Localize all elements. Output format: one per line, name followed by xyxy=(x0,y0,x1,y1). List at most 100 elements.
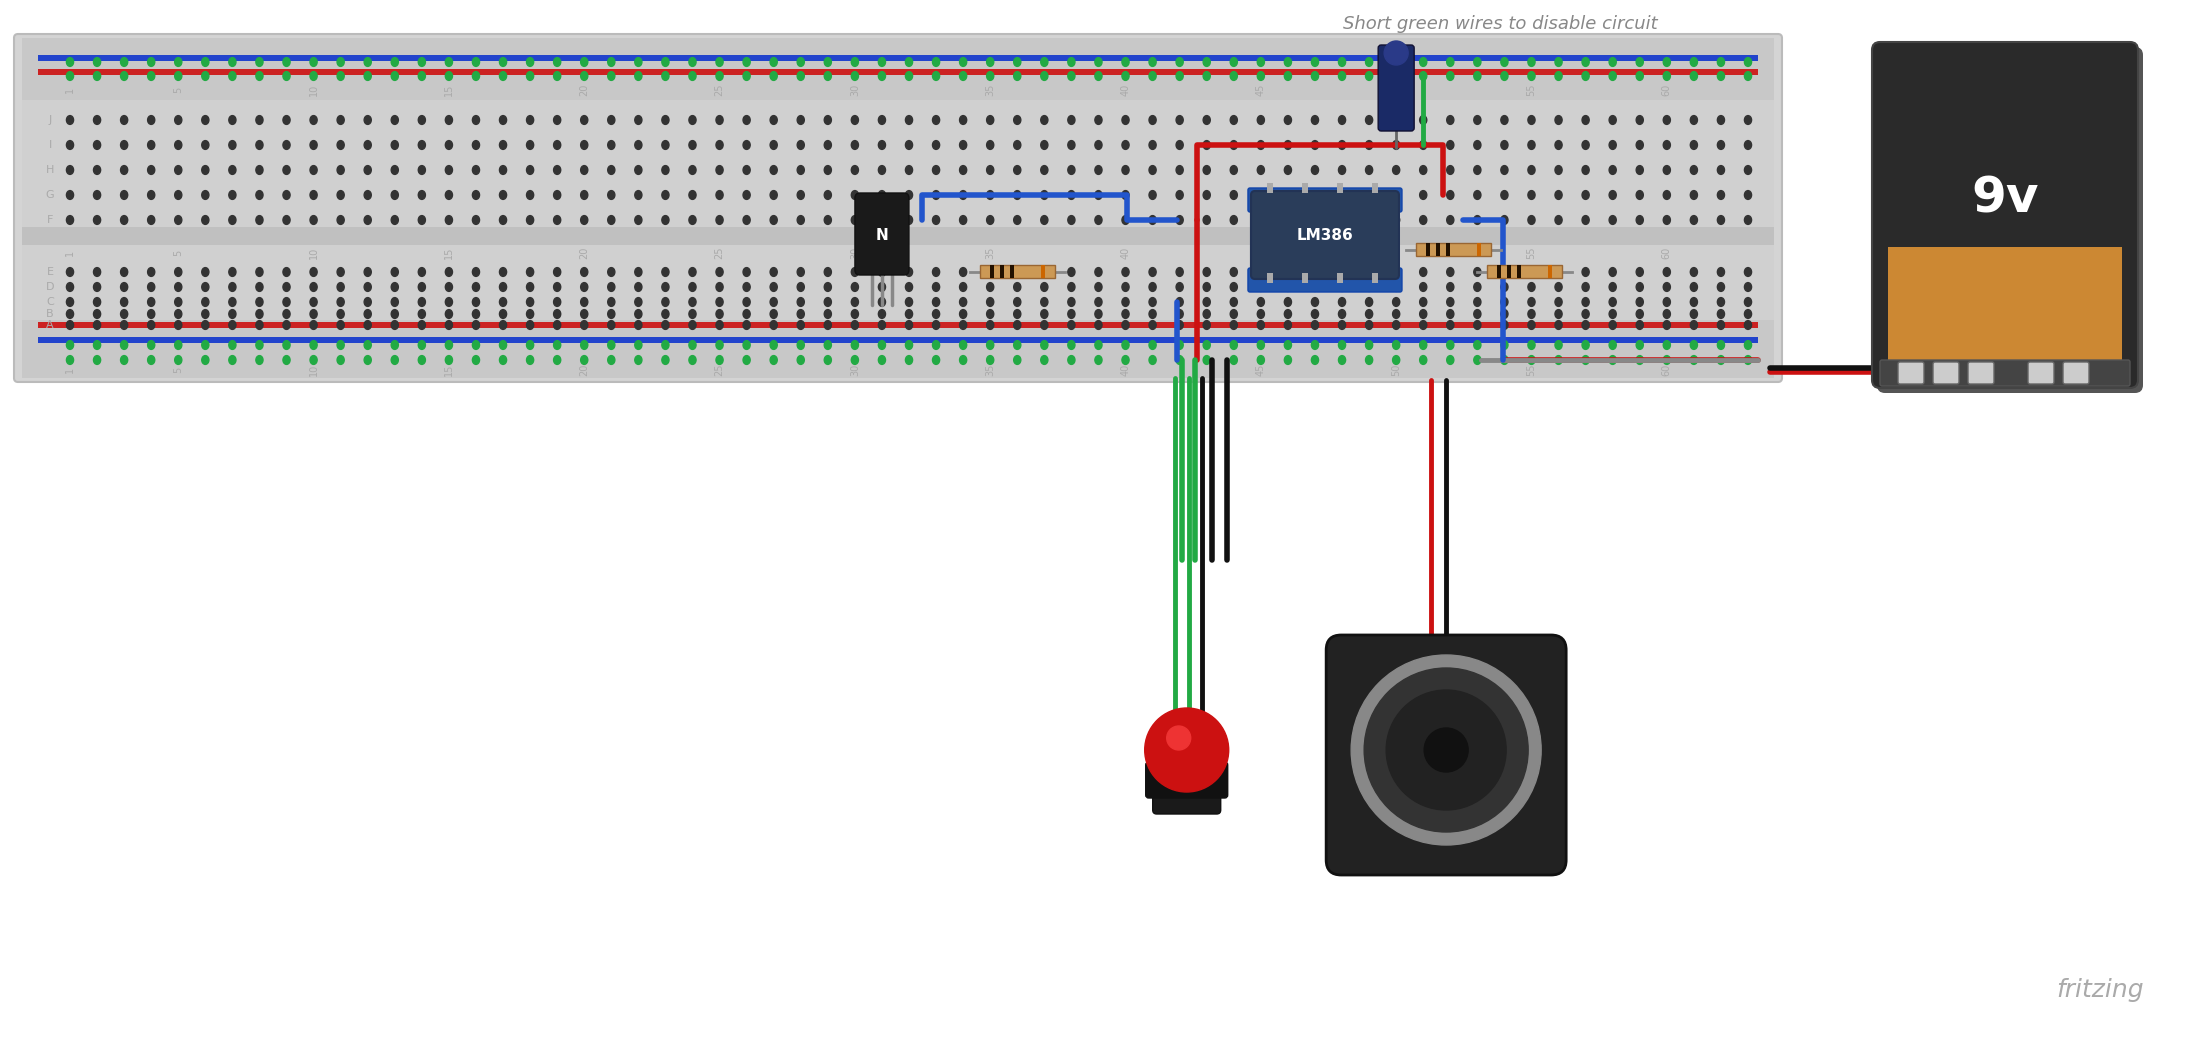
Ellipse shape xyxy=(1229,309,1238,319)
Ellipse shape xyxy=(743,72,750,80)
Ellipse shape xyxy=(636,309,642,319)
Ellipse shape xyxy=(255,282,264,291)
Ellipse shape xyxy=(1176,340,1183,350)
Ellipse shape xyxy=(1473,57,1480,67)
Text: 5: 5 xyxy=(174,86,183,93)
Ellipse shape xyxy=(770,191,776,200)
FancyBboxPatch shape xyxy=(1146,762,1227,798)
Ellipse shape xyxy=(636,321,642,329)
Ellipse shape xyxy=(877,57,886,67)
Ellipse shape xyxy=(554,141,561,150)
Ellipse shape xyxy=(1339,309,1346,319)
Ellipse shape xyxy=(255,268,264,277)
Ellipse shape xyxy=(906,340,913,350)
Ellipse shape xyxy=(1717,215,1724,225)
Ellipse shape xyxy=(1069,72,1075,80)
Text: 30: 30 xyxy=(849,84,860,96)
Ellipse shape xyxy=(825,72,831,80)
Ellipse shape xyxy=(66,57,73,67)
Ellipse shape xyxy=(1447,356,1454,364)
Ellipse shape xyxy=(365,321,372,329)
Ellipse shape xyxy=(1284,321,1291,329)
Circle shape xyxy=(1425,728,1469,772)
Ellipse shape xyxy=(121,309,128,319)
Ellipse shape xyxy=(851,340,858,350)
Ellipse shape xyxy=(932,166,939,175)
Ellipse shape xyxy=(365,340,372,350)
Ellipse shape xyxy=(959,166,968,175)
Ellipse shape xyxy=(1691,72,1698,80)
Ellipse shape xyxy=(717,356,723,364)
Ellipse shape xyxy=(1311,141,1319,150)
Ellipse shape xyxy=(1095,356,1102,364)
Ellipse shape xyxy=(1447,268,1454,277)
Ellipse shape xyxy=(987,356,994,364)
Ellipse shape xyxy=(365,116,372,125)
Ellipse shape xyxy=(1366,141,1372,150)
Ellipse shape xyxy=(1555,57,1561,67)
Ellipse shape xyxy=(1203,215,1209,225)
Ellipse shape xyxy=(1744,268,1753,277)
Ellipse shape xyxy=(174,57,183,67)
Text: 10: 10 xyxy=(308,364,319,376)
Bar xyxy=(1337,273,1344,283)
Ellipse shape xyxy=(1229,191,1238,200)
Ellipse shape xyxy=(877,215,886,225)
Ellipse shape xyxy=(906,141,913,150)
Ellipse shape xyxy=(1392,72,1401,80)
Ellipse shape xyxy=(255,356,264,364)
Bar xyxy=(1302,183,1308,193)
Ellipse shape xyxy=(174,268,183,277)
Ellipse shape xyxy=(526,356,534,364)
Ellipse shape xyxy=(446,72,453,80)
FancyBboxPatch shape xyxy=(1326,635,1566,875)
Ellipse shape xyxy=(1040,298,1049,306)
Ellipse shape xyxy=(1258,191,1264,200)
Ellipse shape xyxy=(1717,116,1724,125)
Ellipse shape xyxy=(1662,298,1671,306)
Ellipse shape xyxy=(636,72,642,80)
Ellipse shape xyxy=(743,321,750,329)
Ellipse shape xyxy=(418,191,424,200)
Ellipse shape xyxy=(1691,141,1698,150)
Ellipse shape xyxy=(906,191,913,200)
Ellipse shape xyxy=(987,191,994,200)
Ellipse shape xyxy=(147,191,154,200)
Text: LM386: LM386 xyxy=(1297,228,1352,243)
Ellipse shape xyxy=(1581,282,1590,291)
Ellipse shape xyxy=(473,57,479,67)
Ellipse shape xyxy=(932,282,939,291)
Ellipse shape xyxy=(121,72,128,80)
Ellipse shape xyxy=(121,166,128,175)
Ellipse shape xyxy=(1717,340,1724,350)
Ellipse shape xyxy=(418,72,424,80)
Ellipse shape xyxy=(1258,116,1264,125)
Ellipse shape xyxy=(607,166,616,175)
Ellipse shape xyxy=(770,166,776,175)
Ellipse shape xyxy=(798,298,805,306)
Ellipse shape xyxy=(1662,141,1671,150)
Ellipse shape xyxy=(743,116,750,125)
Ellipse shape xyxy=(987,166,994,175)
Ellipse shape xyxy=(1392,141,1401,150)
Ellipse shape xyxy=(770,215,776,225)
Ellipse shape xyxy=(1203,340,1209,350)
Ellipse shape xyxy=(95,282,101,291)
Text: 35: 35 xyxy=(985,247,996,259)
Ellipse shape xyxy=(284,72,290,80)
Ellipse shape xyxy=(336,191,345,200)
Ellipse shape xyxy=(499,309,506,319)
Ellipse shape xyxy=(1014,166,1020,175)
Text: 30: 30 xyxy=(849,247,860,259)
Ellipse shape xyxy=(121,116,128,125)
Ellipse shape xyxy=(147,72,154,80)
Ellipse shape xyxy=(906,356,913,364)
Ellipse shape xyxy=(1392,356,1401,364)
Ellipse shape xyxy=(1662,356,1671,364)
Ellipse shape xyxy=(1421,191,1427,200)
Ellipse shape xyxy=(418,215,424,225)
Ellipse shape xyxy=(743,191,750,200)
Ellipse shape xyxy=(391,298,398,306)
Ellipse shape xyxy=(1203,298,1209,306)
Ellipse shape xyxy=(932,141,939,150)
